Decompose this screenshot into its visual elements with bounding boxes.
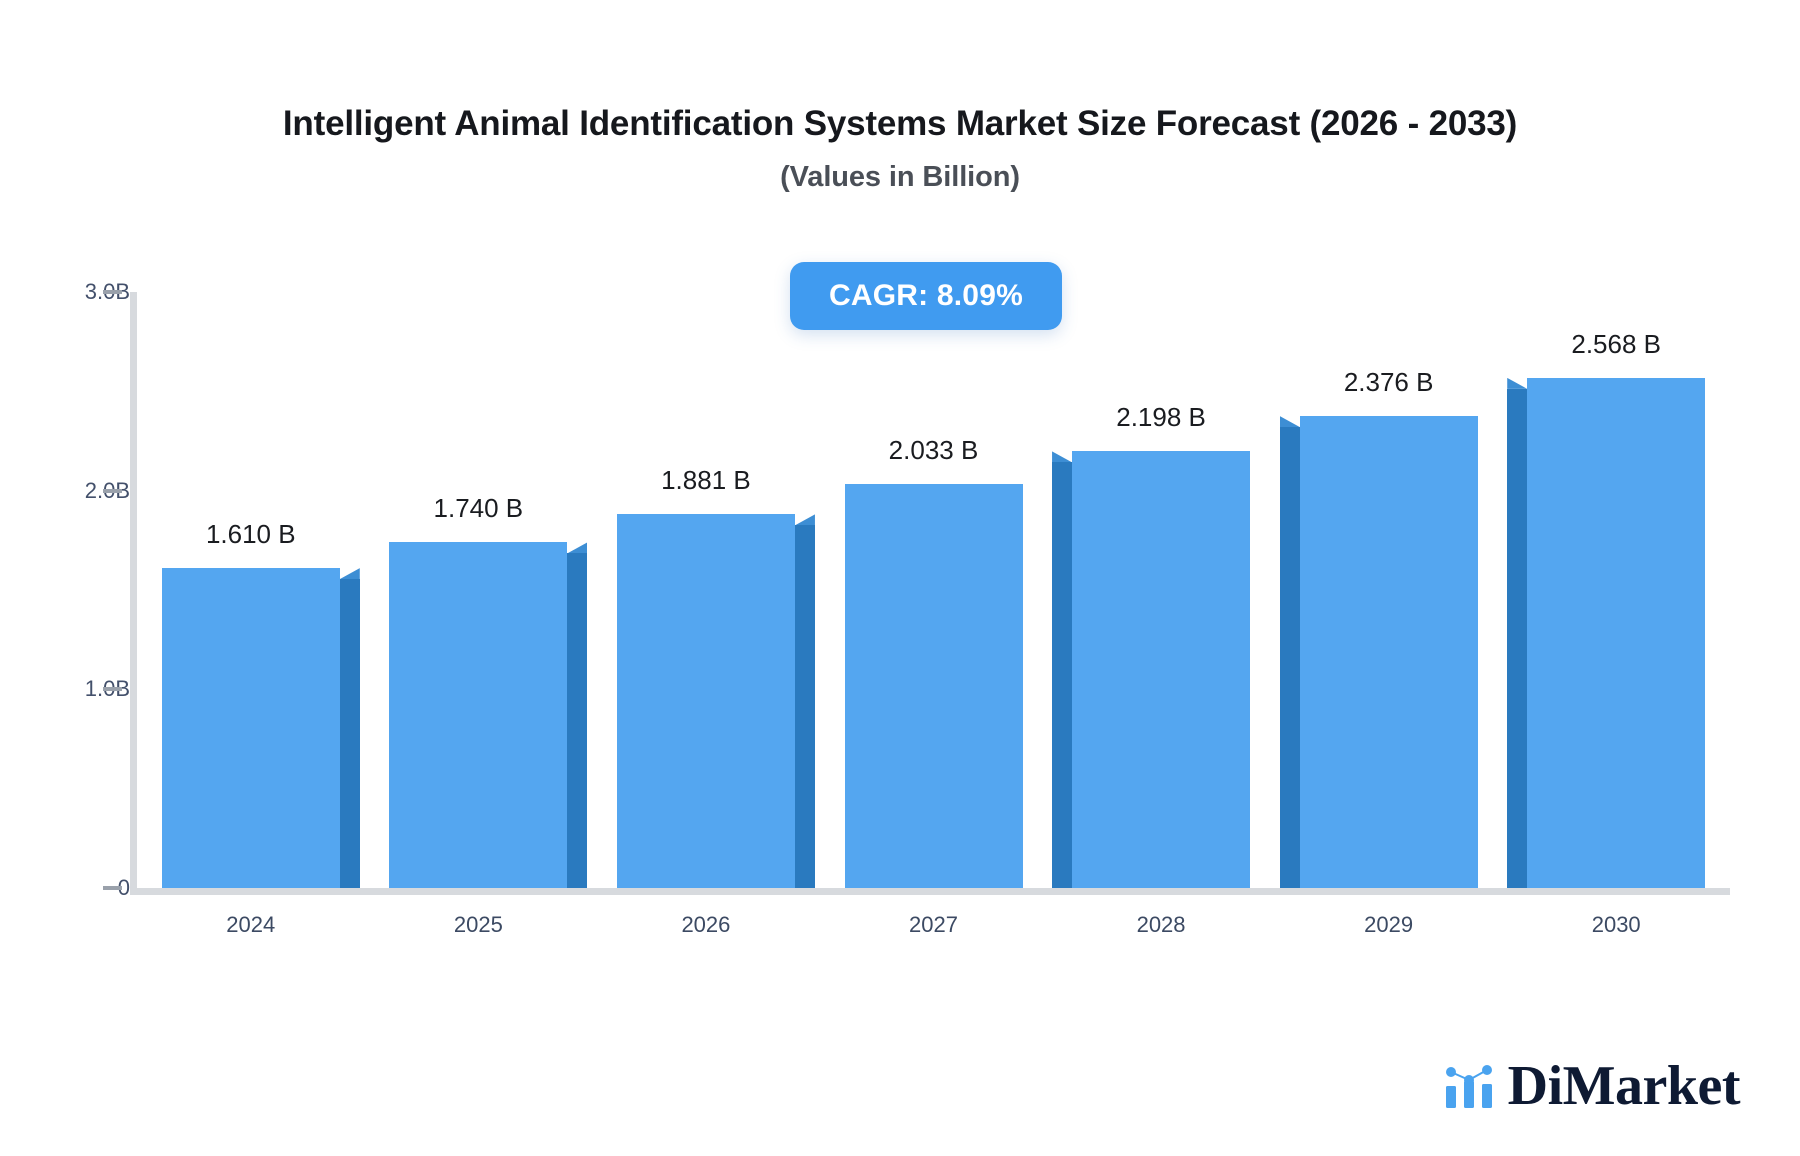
page-title: Intelligent Animal Identification System…	[282, 104, 1518, 143]
y-tick-label: 0	[117, 875, 130, 900]
bar[interactable]	[161, 568, 360, 888]
bar[interactable]	[1052, 451, 1251, 888]
bar-chart-logo-icon	[1443, 1062, 1495, 1110]
bar-side-3d	[1052, 462, 1073, 888]
x-tick-label: 2027	[909, 912, 958, 937]
bar-value-label: 2.376 B	[1343, 366, 1434, 397]
x-tick-label: 2024	[226, 912, 276, 937]
chart-subtitle: (Values in Billion)	[780, 161, 1020, 194]
bar-side-3d	[794, 525, 815, 888]
logo-text: DiMarket	[1507, 1055, 1741, 1117]
y-tick-dash	[103, 886, 122, 890]
bar-value-label: 1.740 B	[433, 493, 524, 524]
bar[interactable]	[1279, 415, 1478, 888]
bar[interactable]	[1507, 377, 1706, 888]
y-tick-dash	[103, 488, 122, 493]
bar-slot: 2.568 B	[1507, 292, 1706, 888]
bar-face	[1527, 377, 1706, 888]
bar-cap-3d	[1507, 377, 1528, 389]
bar-slot: 1.610 B	[161, 292, 360, 888]
bar-value-label: 1.881 B	[661, 465, 751, 496]
title-block: Intelligent Animal Identification System…	[0, 104, 1800, 194]
bar-value-label: 2.033 B	[888, 435, 979, 466]
x-tick-label: 2025	[453, 912, 503, 937]
cagr-badge: CAGR: 8.09%	[790, 262, 1062, 330]
bar-face	[1072, 451, 1251, 888]
bar-value-label: 1.610 B	[205, 519, 296, 550]
bar-slot: 2.033 B	[844, 292, 1023, 888]
bar[interactable]	[616, 514, 815, 888]
bar-value-label: 2.568 B	[1571, 328, 1662, 359]
dimarket-logo: DiMarket	[1443, 1055, 1741, 1117]
bar-cap-3d	[567, 542, 588, 554]
bar-face	[389, 542, 568, 888]
x-tick-label: 2030	[1591, 912, 1641, 937]
bar-side-3d	[1507, 388, 1528, 888]
bar-cap-3d	[794, 514, 815, 526]
y-tick-dash	[103, 290, 122, 294]
bar-side-3d	[339, 579, 360, 888]
bar-face	[161, 568, 340, 888]
bar-value-label: 2.198 B	[1116, 402, 1206, 433]
bar-slot: 2.198 B	[1052, 292, 1251, 888]
x-axis-baseline	[130, 888, 1730, 895]
bar-face	[616, 514, 795, 888]
x-tick-label: 2026	[681, 912, 731, 937]
bar[interactable]	[844, 484, 1023, 888]
bar-cap-3d	[1279, 415, 1300, 427]
bar-side-3d	[1279, 426, 1300, 888]
bar-slot: 1.740 B	[389, 292, 588, 888]
y-axis-line	[130, 292, 137, 894]
bar-cap-3d	[339, 568, 360, 580]
bar-face	[844, 484, 1023, 888]
bar-face	[1299, 415, 1478, 888]
bar[interactable]	[389, 542, 588, 888]
bars-layer: 1.610 B 1.740 B 1.881 B 2.033 B 2.198 B 2.376…	[137, 292, 1730, 888]
x-tick-label: 2029	[1364, 912, 1414, 937]
bar-slot: 2.376 B	[1279, 292, 1478, 888]
y-tick-dash	[103, 687, 122, 692]
bar-cap-3d	[1052, 451, 1073, 463]
bar-side-3d	[567, 553, 588, 888]
x-tick-label: 2028	[1136, 912, 1186, 937]
bar-slot: 1.881 B	[616, 292, 815, 888]
